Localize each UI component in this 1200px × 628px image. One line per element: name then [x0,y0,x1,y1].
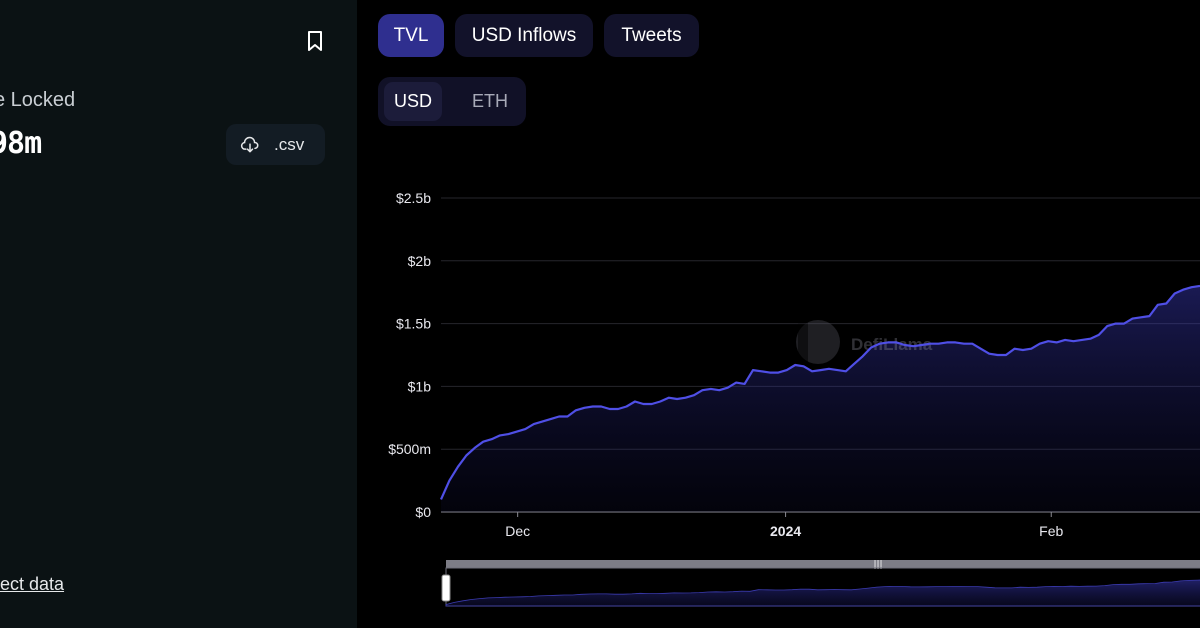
defillama-watermark: DefiLlama [796,318,933,366]
x-tick-label: 2024 [770,523,801,539]
tab-tweets[interactable]: Tweets [604,14,699,57]
y-tick-label: $500m [388,441,431,457]
brush-left-handle[interactable] [441,574,451,602]
y-tick-label: $0 [415,504,431,520]
tab-usd-inflows[interactable]: USD Inflows [455,14,593,57]
denomination-toggle: USD ETH [378,77,526,126]
llama-logo-icon [796,320,840,364]
tvl-line-series [439,284,1200,500]
denomination-usd[interactable]: USD [384,82,442,121]
tvl-value: 98m [0,126,42,161]
brush-preview-area [445,579,1200,607]
download-csv-button[interactable]: .csv [226,124,325,165]
zoom-brush[interactable]: ||| [441,560,1200,607]
tvl-area [441,285,1200,512]
cloud-download-icon [240,136,259,152]
csv-label: .csv [274,134,305,154]
denomination-eth[interactable]: ETH [472,91,508,111]
tab-tvl[interactable]: TVL [378,14,444,57]
left-panel: e Locked 98m .csv rrect data [0,0,357,628]
tvl-label: e Locked [0,89,76,111]
y-tick-label: $1.5b [396,316,431,332]
correct-data-link[interactable]: rrect data [0,574,65,594]
bookmark-icon[interactable] [305,30,325,52]
x-tick-label: Feb [1039,523,1063,539]
brush-grip-icon: ||| [873,560,882,570]
watermark-text: DefiLlama [851,335,933,354]
y-tick-label: $2b [408,253,432,269]
brush-handle-bar[interactable] [446,560,1200,568]
y-tick-label: $2.5b [396,190,431,206]
x-tick-label: Dec [505,523,530,539]
y-tick-label: $1b [408,378,432,394]
